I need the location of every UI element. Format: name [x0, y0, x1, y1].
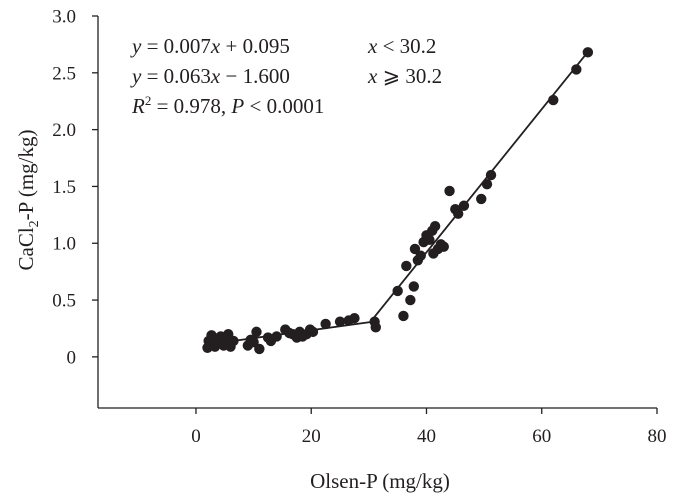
y-tick-label: 3.0 — [52, 7, 76, 28]
data-point — [228, 335, 239, 347]
data-point — [452, 208, 464, 219]
data-point — [349, 313, 360, 324]
equation-1-condition: x < 30.2 — [367, 34, 436, 58]
data-point — [438, 241, 449, 252]
x-tick-label: 80 — [648, 426, 667, 447]
data-point — [370, 322, 381, 333]
y-tick-label: 1.0 — [52, 234, 76, 255]
data-points — [202, 47, 594, 355]
data-point — [320, 318, 331, 330]
data-point — [458, 200, 470, 211]
equation-2: y = 0.063x − 1.600 — [130, 64, 290, 88]
data-point — [248, 336, 259, 348]
data-point — [409, 243, 421, 255]
fit-statistics: R2 = 0.978, P < 0.0001 — [131, 93, 324, 118]
y-tick-label: 0.5 — [52, 291, 76, 312]
data-point — [398, 310, 409, 322]
y-tick-label: 2.5 — [52, 63, 76, 84]
data-point — [254, 343, 265, 355]
data-point — [548, 94, 559, 106]
data-point — [582, 47, 594, 58]
data-point — [485, 169, 497, 181]
x-tick-label: 0 — [191, 426, 201, 447]
equation-1: y = 0.007x + 0.095 — [130, 34, 290, 58]
data-point — [405, 294, 416, 306]
y-tick-label: 2.0 — [52, 120, 76, 141]
data-point — [334, 316, 346, 327]
x-axis-label: Olsen-P (mg/kg) — [310, 469, 450, 493]
data-point — [444, 185, 455, 197]
data-point — [271, 331, 282, 342]
data-point — [251, 326, 262, 338]
data-point — [401, 260, 412, 272]
data-point — [429, 221, 441, 232]
data-point — [481, 178, 493, 190]
x-tick-label: 20 — [302, 426, 321, 447]
x-tick-label: 40 — [417, 426, 436, 447]
x-tick-label: 60 — [532, 426, 551, 447]
y-tick-label: 0 — [67, 347, 77, 368]
data-point — [424, 234, 435, 246]
data-point — [415, 250, 426, 261]
data-point — [571, 64, 582, 75]
data-point — [476, 193, 487, 205]
data-point — [307, 326, 319, 338]
data-point — [408, 281, 420, 292]
y-axis-label: CaCl2-P (mg/kg) — [14, 130, 42, 271]
data-point — [392, 285, 403, 297]
y-ticks: 0 0.5 1.0 1.5 2.0 2.5 3.0 — [52, 7, 98, 368]
fit-line-segment-2 — [369, 51, 589, 324]
x-ticks: 0 20 40 60 80 — [191, 408, 667, 447]
equation-2-condition: x ⩾ 30.2 — [367, 64, 442, 88]
y-tick-label: 1.5 — [52, 177, 76, 198]
